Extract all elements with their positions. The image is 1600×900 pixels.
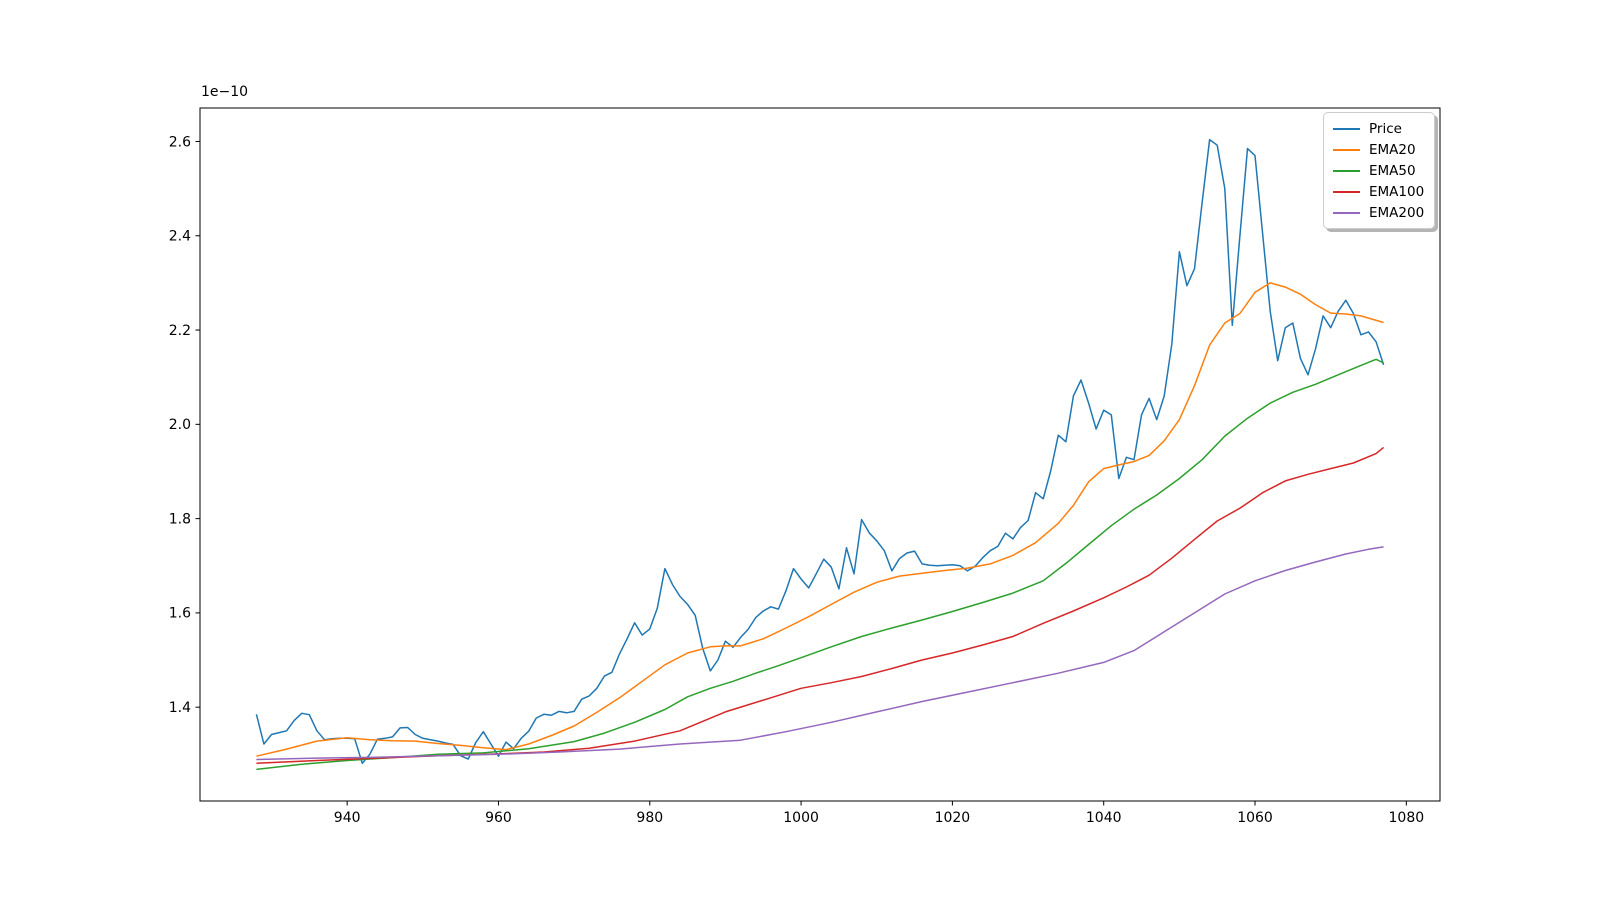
ema50-line: [256, 358, 1384, 771]
legend-item-ema20: EMA20: [1333, 139, 1426, 160]
axis-offset-text: 1e−10: [201, 84, 249, 100]
x-tick-label: 1020: [935, 810, 971, 826]
legend-label: Price: [1369, 120, 1402, 137]
legend-label: EMA20: [1369, 141, 1416, 158]
y-tick-label: 2.0: [169, 417, 191, 433]
legend-label: EMA50: [1369, 162, 1416, 179]
legend-label: EMA100: [1369, 183, 1425, 200]
x-tick-label: 940: [334, 810, 361, 826]
x-tick-label: 1000: [783, 810, 819, 826]
x-tick-label: 1040: [1086, 810, 1122, 826]
x-tick-label: 1060: [1237, 810, 1273, 826]
legend: Price EMA20 EMA50 EMA100 EMA200: [1323, 112, 1435, 229]
legend-line-swatch: [1333, 127, 1360, 130]
ema200-line: [256, 546, 1384, 761]
legend-line-swatch: [1333, 211, 1360, 214]
legend-line-swatch: [1333, 169, 1360, 172]
plot-border: [199, 107, 1441, 802]
legend-line-swatch: [1333, 148, 1360, 151]
price-line: [255, 138, 1385, 765]
y-tick-label: 1.8: [169, 511, 191, 527]
x-tick-label: 1080: [1389, 810, 1425, 826]
legend-label: EMA200: [1369, 204, 1425, 221]
legend-item-ema100: EMA100: [1333, 181, 1426, 202]
ema100-line: [256, 446, 1385, 765]
legend-item-price: Price: [1333, 118, 1426, 139]
y-tick-label: 2.4: [169, 229, 191, 245]
x-tick-label: 960: [485, 810, 512, 826]
ema20-line: [256, 282, 1384, 757]
x-tick-label: 980: [636, 810, 663, 826]
y-tick-label: 2.6: [169, 134, 191, 150]
legend-line-swatch: [1333, 190, 1360, 193]
y-tick-label: 1.6: [169, 606, 191, 622]
legend-item-ema50: EMA50: [1333, 160, 1426, 181]
y-tick-label: 1.4: [169, 700, 191, 716]
legend-item-ema200: EMA200: [1333, 202, 1426, 223]
y-tick-label: 2.2: [169, 323, 191, 339]
